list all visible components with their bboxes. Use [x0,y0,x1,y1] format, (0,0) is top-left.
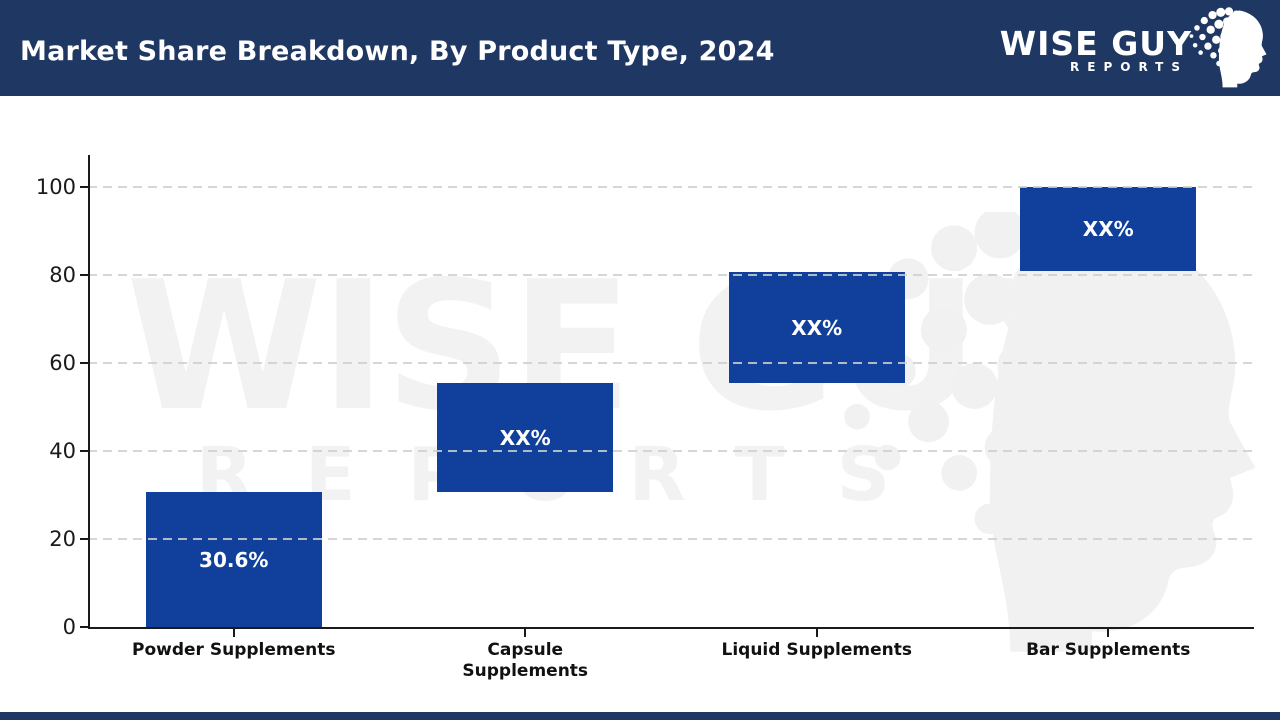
bar-capsule-supplements [437,383,614,493]
y-tick-100 [80,186,88,188]
bar-value-label-bar-supplements: XX% [1082,217,1134,242]
x-tick-liquid-supplements [815,629,818,637]
y-tick-label-0: 0 [62,615,76,639]
logo-subtext: REPORTS [1070,60,1188,74]
chart-title: Market Share Breakdown, By Product Type,… [20,36,775,67]
logo-wordmark: WISE GUY [999,24,1192,63]
y-tick-20 [80,538,88,540]
y-tick-60 [80,362,88,364]
y-tick-label-40: 40 [49,439,76,463]
x-axis-line [88,627,1254,629]
y-tick-label-60: 60 [49,351,76,375]
gridline-40 [88,450,1254,452]
x-category-label-bar-supplements: Bar Supplements [1026,640,1191,660]
y-tick-80 [80,274,88,276]
wise-guy-logo: WISE GUY REPORTS [1000,0,1272,96]
y-tick-0 [80,626,88,628]
x-category-label-powder-supplements: Powder Supplements [132,640,336,660]
footer-band [0,712,1280,720]
y-tick-label-100: 100 [35,175,76,199]
gridline-60 [88,362,1254,364]
bar-bar-supplements [1020,187,1197,272]
watermark-face-icon [826,212,1256,652]
bar-value-label-liquid-supplements: XX% [791,315,843,340]
bar-value-label-powder-supplements: 30.6% [199,547,269,572]
x-tick-capsule-supplements [524,629,527,637]
bar-powder-supplements [145,492,322,627]
x-category-label-capsule-supplements: Capsule Supplements [462,640,589,681]
gridline-80 [88,274,1254,276]
y-tick-label-80: 80 [49,263,76,287]
bar-liquid-supplements [728,271,905,384]
header-band: Market Share Breakdown, By Product Type,… [0,0,1280,96]
y-axis-line [88,155,90,629]
logo-face-icon [1189,7,1267,88]
x-category-label-liquid-supplements: Liquid Supplements [721,640,912,660]
bar-value-label-capsule-supplements: XX% [499,425,551,450]
y-tick-label-20: 20 [49,527,76,551]
gridline-100 [88,186,1254,188]
y-tick-40 [80,450,88,452]
x-tick-bar-supplements [1107,629,1110,637]
x-tick-powder-supplements [232,629,235,637]
gridline-20 [88,538,1254,540]
